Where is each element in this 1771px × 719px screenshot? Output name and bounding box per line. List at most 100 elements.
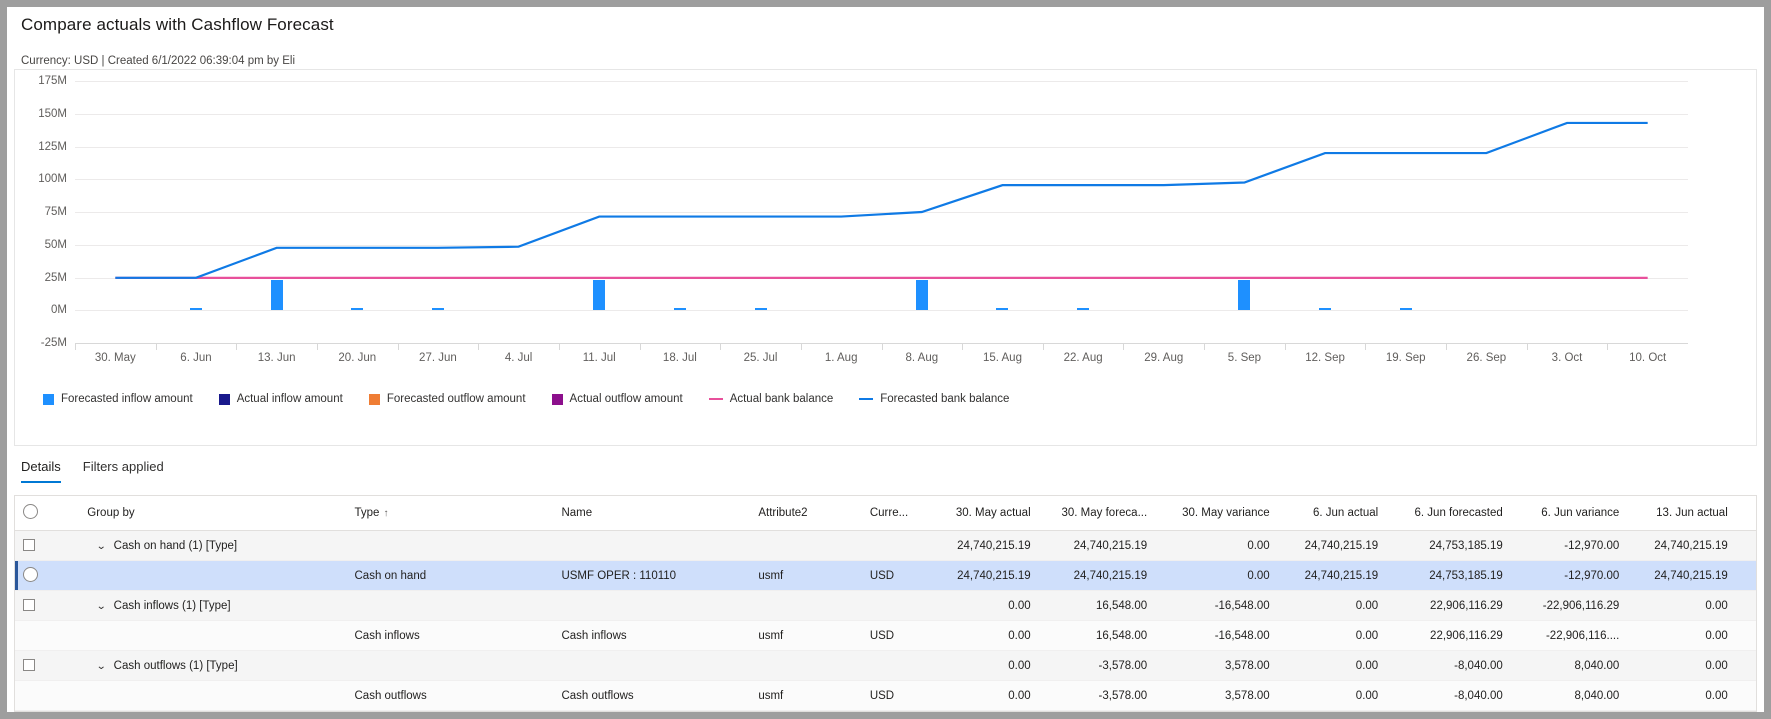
cell-may30-actual: 24,740,215.19 [930, 530, 1039, 561]
column-header-may30-variance[interactable]: 30. May variance [1155, 496, 1278, 531]
cell-currency: USD [861, 680, 931, 711]
row-select-cell[interactable] [15, 680, 80, 711]
chevron-down-icon[interactable]: ⌄ [96, 660, 107, 672]
column-header-jun6-forecast[interactable]: 6. Jun forecasted [1386, 496, 1511, 531]
table-row[interactable]: ⌄ Cash inflows (1) [Type] 0.00 16,548.00 -16… [15, 590, 1756, 621]
x-axis-tick-mark [881, 344, 883, 350]
tab-filters-applied[interactable]: Filters applied [82, 459, 164, 474]
column-header-label: 6. Jun forecasted [1414, 507, 1503, 519]
cell-attribute2 [750, 650, 862, 681]
cell-jun13-actual: 0.00 [1627, 620, 1736, 651]
legend-item[interactable]: Actual outflow amount [551, 393, 683, 405]
x-axis-tick-mark [1446, 344, 1448, 350]
row-checkbox[interactable] [23, 599, 35, 612]
row-select-cell[interactable] [15, 590, 80, 621]
chart-bar [1077, 308, 1090, 311]
table-row[interactable]: ⌄ Cash on hand (1) [Type] 24,740,215.19 24,… [15, 530, 1756, 561]
legend-item[interactable]: Forecasted outflow amount [368, 393, 526, 405]
x-axis-tick-mark [75, 344, 76, 350]
gridline [75, 244, 1688, 246]
table-row[interactable]: Cash outflows Cash outflows usmf USD 0.00 -3,… [15, 680, 1756, 711]
y-axis-tick-label: 175M [38, 75, 67, 87]
column-header-may30-forecast[interactable]: 30. May foreca... [1038, 496, 1156, 531]
x-axis-tick-mark [1365, 344, 1367, 350]
cell-may30-forecast: -3,578.00 [1038, 680, 1156, 711]
column-header-jun13-actual[interactable]: 13. Jun actual [1627, 496, 1736, 531]
column-header-attribute2[interactable]: Attribute2 [750, 496, 862, 531]
legend-item[interactable]: Forecasted bank balance [859, 393, 1009, 405]
cell-jun6-actual: 0.00 [1277, 620, 1387, 651]
row-checkbox[interactable] [23, 539, 35, 552]
cell-may30-actual: 0.00 [930, 590, 1039, 621]
cell-currency [861, 530, 931, 561]
table-row[interactable]: Cash on hand USMF OPER : 110110 usmf USD 24,… [15, 560, 1756, 591]
table-row[interactable]: Cash inflows Cash inflows usmf USD 0.00 16,54… [15, 620, 1756, 651]
table-row[interactable]: ⌄ Cash outflows (1) [Type] 0.00 -3,578.00 3,… [15, 650, 1756, 681]
column-header-name[interactable]: Name [553, 496, 751, 531]
cell-jun6-actual: 0.00 [1277, 590, 1387, 621]
sort-ascending-icon[interactable]: ↑ [383, 508, 389, 519]
row-select-cell[interactable] [15, 530, 80, 561]
legend-swatch-icon [368, 393, 380, 405]
legend-swatch-icon [43, 393, 54, 405]
cell-jun6-actual: 24,740,215.19 [1277, 530, 1387, 561]
select-all-radio-icon[interactable] [23, 504, 38, 519]
column-header-label: Type [354, 507, 380, 519]
column-header-jun6-variance[interactable]: 6. Jun variance [1510, 496, 1628, 531]
column-header-groupby[interactable]: Group by [79, 496, 347, 531]
tab-details[interactable]: Details [21, 459, 61, 483]
x-axis-tick-mark [639, 344, 641, 350]
x-axis-tick-label: 3. Oct [1551, 352, 1583, 364]
gridline [75, 179, 1688, 181]
row-radio[interactable] [23, 566, 38, 582]
cell-may30-forecast: -3,578.00 [1038, 650, 1156, 681]
column-header-label: 30. May variance [1182, 507, 1270, 519]
x-axis-tick-label: 12. Sep [1305, 352, 1345, 364]
column-header-currency[interactable]: Curre... [861, 496, 931, 531]
gridline [75, 212, 1688, 213]
x-axis-tick-label: 1. Aug [824, 352, 858, 364]
cell-jun13-actual: 24,740,215.19 [1627, 530, 1736, 561]
cell-type: Cash outflows [346, 680, 554, 711]
row-checkbox[interactable] [23, 659, 35, 672]
cell-may30-variance: 3,578.00 [1155, 650, 1278, 681]
x-axis-tick-mark [558, 344, 560, 350]
column-header-label: 30. May actual [955, 507, 1031, 519]
row-select-cell[interactable] [15, 560, 80, 591]
x-axis-tick-mark [316, 344, 318, 350]
x-axis-tick-mark [1284, 344, 1286, 350]
chart-card: 175M 150M 125M 100M 75M 50M 25M 0M -25M 30. May 6… [14, 69, 1757, 446]
legend-label: Forecasted outflow amount [386, 393, 526, 405]
cell-may30-actual: 0.00 [930, 650, 1039, 681]
chevron-down-icon[interactable]: ⌄ [96, 600, 107, 612]
group-by-cell: ⌄ Cash outflows (1) [Type] [79, 650, 347, 681]
chevron-down-icon[interactable]: ⌄ [96, 540, 107, 552]
chart-legend: Forecasted inflow amount Actual inflow am… [43, 393, 1009, 405]
column-header-select[interactable] [15, 496, 80, 531]
cell-jun13-forecast: 47,651,261.48 [1735, 560, 1756, 591]
row-select-cell[interactable] [15, 650, 80, 681]
cell-jun6-forecast: -8,040.00 [1386, 680, 1511, 711]
legend-item[interactable]: Actual inflow amount [218, 393, 343, 405]
column-header-type[interactable]: Type ↑ [346, 496, 554, 531]
legend-item[interactable]: Actual bank balance [708, 393, 833, 405]
x-axis-tick-mark [478, 344, 480, 350]
x-axis-tick-mark [1123, 344, 1125, 350]
cell-type: Cash inflows [346, 620, 554, 651]
cell-jun13-forecast: 725,005.00 [1735, 620, 1756, 651]
column-header-label: Attribute2 [758, 507, 808, 519]
x-axis-tick-label: 5. Sep [1227, 352, 1262, 364]
cell-jun6-forecast: 24,753,185.19 [1386, 560, 1511, 591]
row-select-cell[interactable] [15, 620, 80, 651]
details-grid[interactable]: Group by Type ↑ Name Attribute2 Curre... 30. M… [14, 495, 1757, 712]
cell-jun6-actual: 0.00 [1277, 650, 1387, 681]
cell-currency [861, 650, 931, 681]
legend-item[interactable]: Forecasted inflow amount [43, 393, 193, 405]
cell-jun13-forecast: -10,791.00 [1735, 650, 1756, 681]
column-header-may30-actual[interactable]: 30. May actual [930, 496, 1039, 531]
column-header-jun6-actual[interactable]: 6. Jun actual [1277, 496, 1387, 531]
x-axis-tick-label: 4. Jul [504, 352, 533, 364]
x-axis-tick-label: 25. Jul [743, 352, 778, 364]
cell-jun6-forecast: 22,906,116.29 [1386, 590, 1511, 621]
column-header-jun13-forecast[interactable]: 13. Jun forecas... [1735, 496, 1756, 531]
